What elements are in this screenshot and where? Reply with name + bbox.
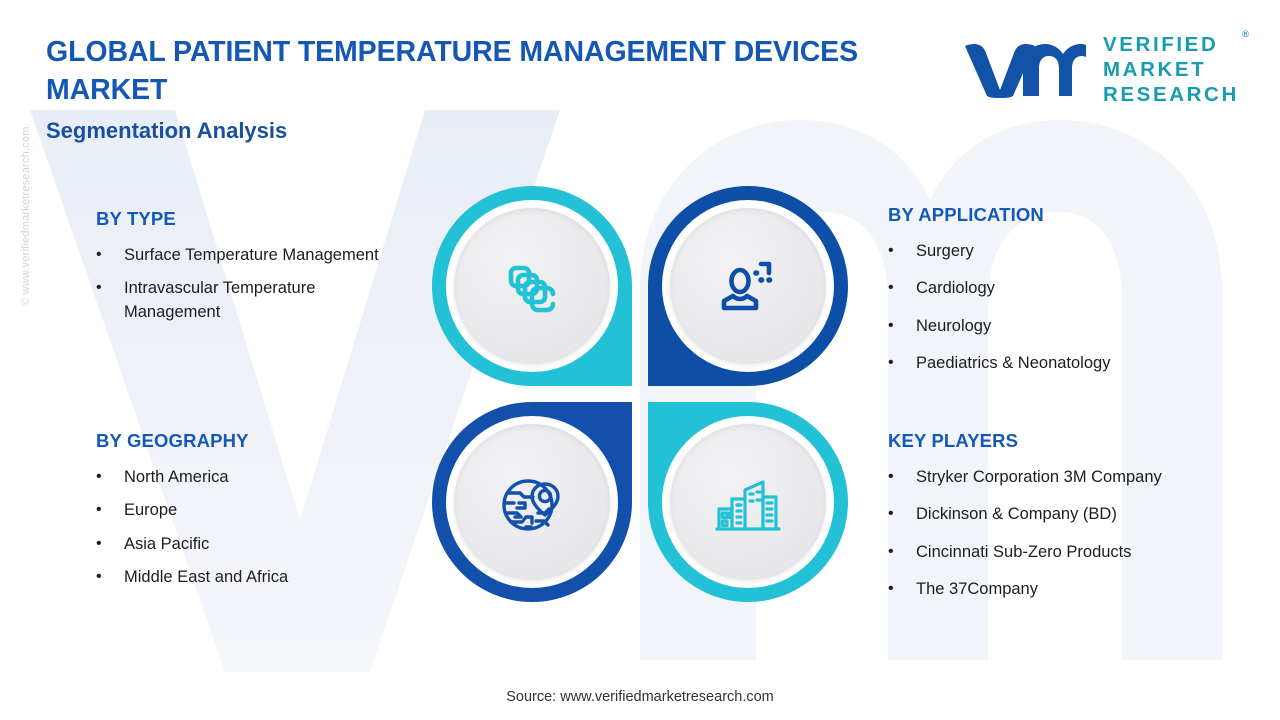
list-item: • The 37Company [888,578,1248,601]
segment-by-application-title: BY APPLICATION [888,204,1044,225]
registered-trademark-icon: ® [1242,28,1249,39]
list-item: • Dickinson & Company (BD) [888,503,1248,526]
list-item: • Stryker Corporation 3M Company [888,466,1248,489]
bullet-icon: • [96,534,102,552]
vmr-wordmark-icon [965,44,1086,98]
logo-wordmark-text: VERIFIED MARKET RESEARCH ® [1103,29,1249,107]
list-item-label: Dickinson & Company (BD) [916,505,1117,524]
list-item-label: Paediatrics & Neonatology [916,354,1111,373]
list-item: • Asia Pacific [96,533,396,556]
list-item: • Intravascular Temperature Management [96,277,396,324]
quadrant-graphic [432,186,848,602]
source-credit: Source: www.verifiedmarketresearch.com [506,689,774,705]
logo-line-3: RESEARCH [1103,82,1239,106]
bullet-icon: • [888,505,894,523]
segment-key-players-list: • Stryker Corporation 3M Company • Dicki… [888,466,1248,602]
logo-line-2: MARKET [1103,57,1207,81]
quadrant-top-right [648,186,848,386]
quadrant-top-left [432,186,632,386]
stacked-layers-icon [508,265,556,313]
list-item: • Cincinnati Sub-Zero Products [888,541,1248,564]
list-item-label: The 37Company [916,580,1038,599]
quadrant-inner-disc [670,208,826,364]
list-item-label: Stryker Corporation 3M Company [916,468,1162,486]
segment-by-geography-list: • North America • Europe • Asia Pacific … [96,466,396,590]
bullet-icon: • [888,316,894,334]
bullet-icon: • [888,279,894,297]
list-item: • Surface Temperature Management [96,244,396,267]
bullet-icon: • [888,468,894,485]
patient-person-icon [721,261,773,311]
segment-by-geography-title: BY GEOGRAPHY [96,430,249,451]
list-item: • Surgery [888,240,1238,263]
bullet-icon: • [96,501,102,519]
bullet-icon: • [96,279,102,297]
quadrant-inner-disc [454,424,610,580]
list-item-label: Middle East and Africa [124,568,289,587]
page-title: GLOBAL PATIENT TEMPERATURE MANAGEMENT DE… [46,36,858,106]
quadrant-inner-disc [454,208,610,364]
segment-by-application-list: • Surgery • Cardiology • Neurology • Pae… [888,240,1238,376]
list-item-label: Surgery [916,242,974,260]
list-item: • Neurology [888,315,1238,338]
list-item-label: Intravascular Temperature Management [124,279,316,321]
side-watermark-text: © www.verifiedmarketresearch.com [20,126,32,306]
globe-location-pin-icon [502,479,560,531]
list-item: • Paediatrics & Neonatology [888,352,1238,375]
bullet-icon: • [888,580,894,598]
page-subtitle: Segmentation Analysis [46,117,288,143]
list-item: • Middle East and Africa [96,566,396,589]
quadrant-bottom-left [432,402,632,602]
segment-by-type-title: BY TYPE [96,208,176,229]
bullet-icon: • [96,468,102,485]
bullet-icon: • [96,246,102,263]
quadrant-inner-disc [670,424,826,580]
header: GLOBAL PATIENT TEMPERATURE MANAGEMENT DE… [46,34,936,144]
list-item: • Europe [96,499,396,522]
list-item-label: Neurology [916,316,992,335]
list-item: • Cardiology [888,277,1238,300]
bullet-icon: • [888,354,894,372]
segment-by-type-list: • Surface Temperature Management • Intra… [96,244,396,324]
list-item-label: Europe [124,501,178,520]
segment-key-players: KEY PLAYERS • Stryker Corporation 3M Com… [888,430,1248,616]
quadrant-bottom-right [648,402,848,602]
bullet-icon: • [96,568,102,586]
list-item: • North America [96,466,396,489]
segment-key-players-title: KEY PLAYERS [888,430,1019,451]
segment-by-geography: BY GEOGRAPHY • North America • Europe • … [96,430,396,600]
logo-line-1: VERIFIED [1103,32,1219,56]
list-item-label: North America [124,468,229,486]
list-item-label: Cincinnati Sub-Zero Products [916,542,1132,561]
list-item-label: Surface Temperature Management [124,246,379,264]
city-buildings-icon [715,480,781,531]
segment-by-application: BY APPLICATION • Surgery • Cardiology • … [888,204,1238,390]
list-item-label: Asia Pacific [124,534,210,553]
segment-by-type: BY TYPE • Surface Temperature Management… [96,208,396,334]
bullet-icon: • [888,542,894,560]
verified-market-research-logo: VERIFIED MARKET RESEARCH ® [963,29,1249,108]
list-item-label: Cardiology [916,279,995,298]
bullet-icon: • [888,242,894,259]
